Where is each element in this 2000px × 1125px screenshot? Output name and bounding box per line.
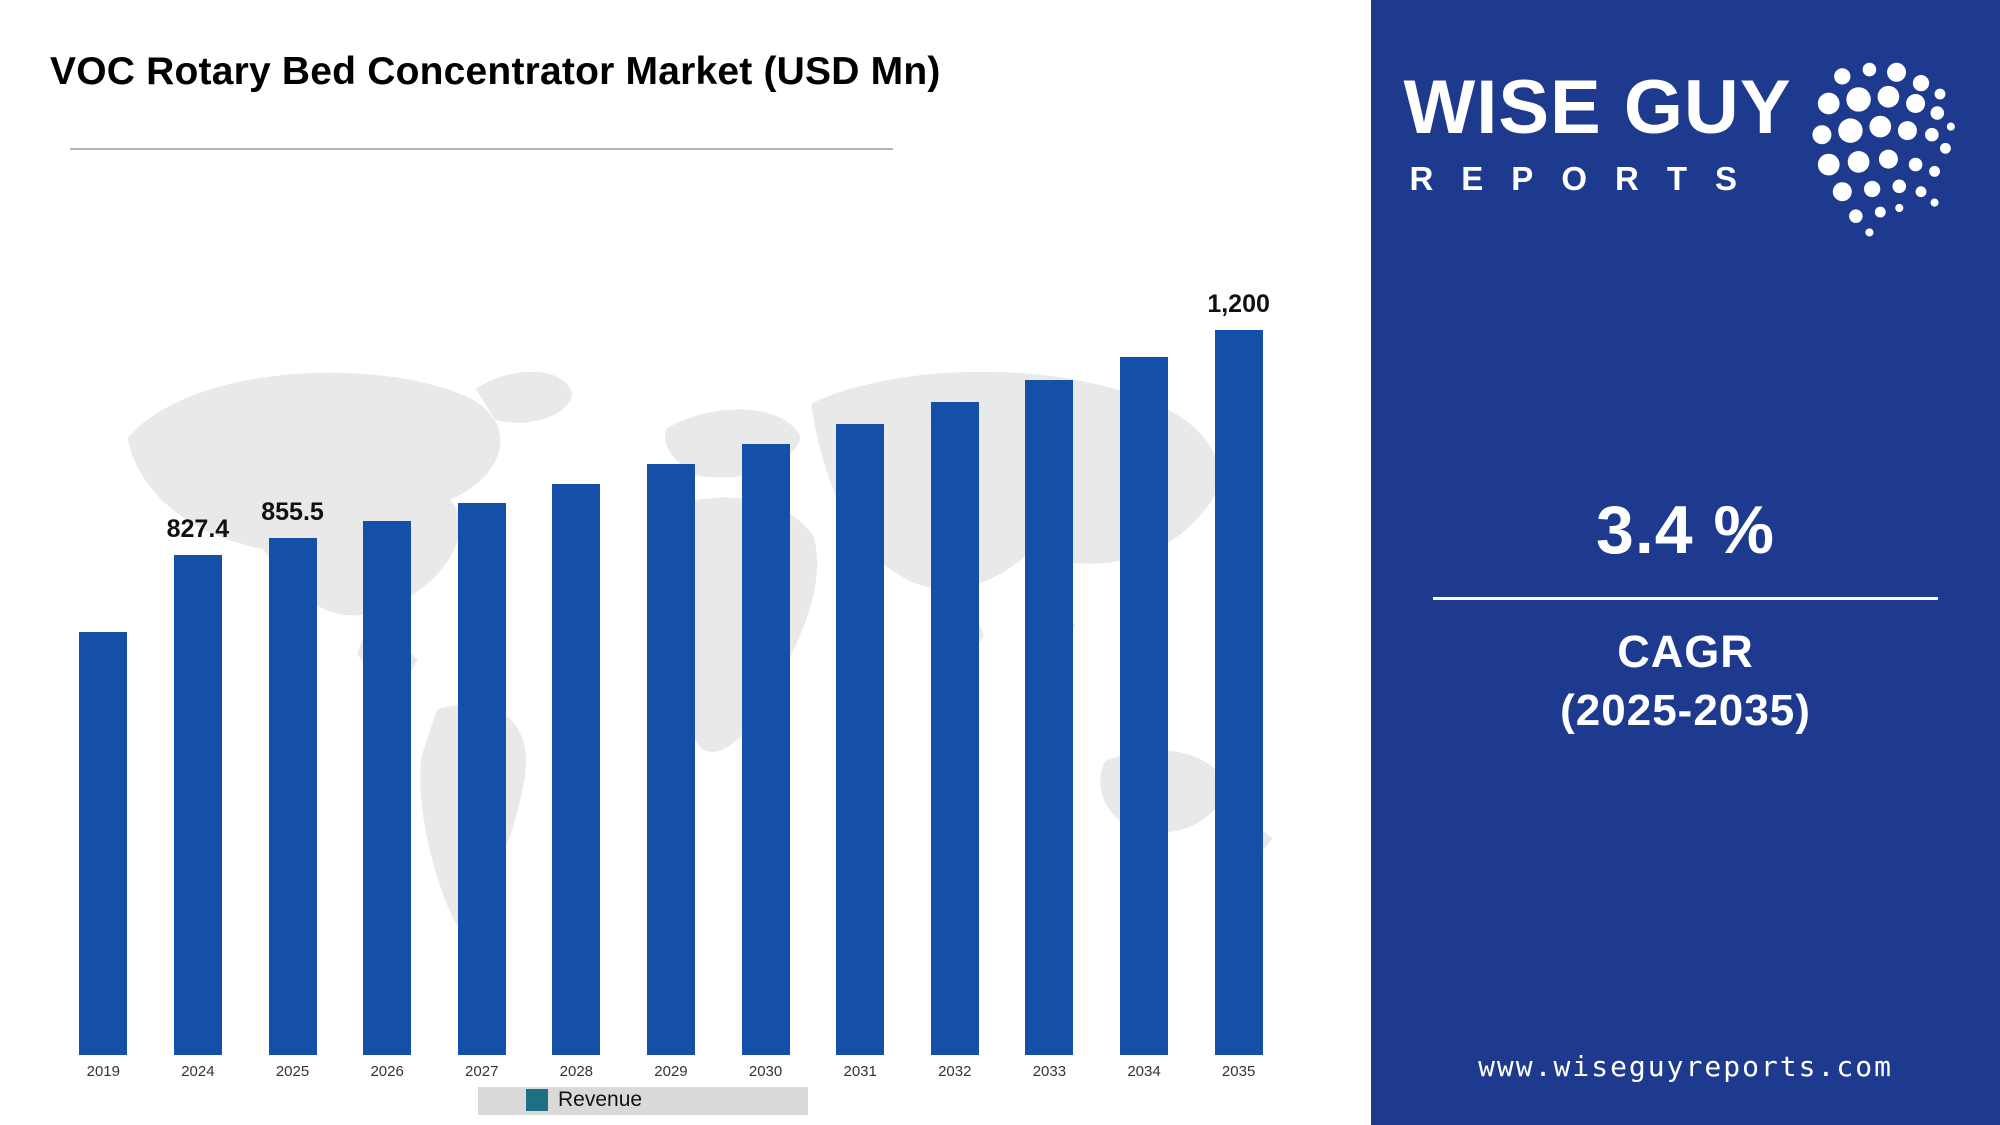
bar-value-label: 827.4 — [166, 515, 230, 544]
website-url[interactable]: www.wiseguyreports.com — [1478, 1050, 1893, 1083]
bar-column: 1,200 — [1191, 290, 1286, 1055]
cagr-divider-line — [1433, 597, 1938, 600]
cagr-label: CAGR — [1617, 626, 1754, 677]
bar-2032[interactable] — [930, 402, 979, 1055]
x-axis-label: 2029 — [654, 1063, 688, 1080]
bar-column: 827.4 — [151, 300, 246, 1055]
bar-2033[interactable] — [1025, 379, 1074, 1055]
legend-swatch — [526, 1089, 548, 1111]
chart-title: VOC Rotary Bed Concentrator Market (USD … — [50, 50, 941, 93]
bar-chart: 827.4 855.5 1,200 2019 2024 2025 2026 2027 2028… — [56, 290, 1286, 1085]
chart-plot: 827.4 855.5 1,200 — [56, 290, 1286, 1055]
dotted-head-icon — [1811, 62, 1955, 237]
bar-2028[interactable] — [552, 483, 601, 1055]
bar-column — [907, 300, 1002, 1055]
x-axis-label: 2028 — [559, 1063, 594, 1080]
bar-2030[interactable] — [741, 444, 790, 1055]
bar-2031[interactable] — [836, 423, 885, 1055]
x-axis-label: 2025 — [275, 1063, 310, 1080]
chart-section: VOC Rotary Bed Concentrator Market (USD … — [50, 50, 1286, 1115]
bar-2025[interactable]: 855.5 — [261, 498, 324, 1055]
x-axis-label: 2033 — [1032, 1063, 1067, 1080]
x-axis-label: 2034 — [1127, 1063, 1161, 1080]
bar-2024[interactable]: 827.4 — [167, 515, 229, 1055]
bar-column: 855.5 — [245, 300, 340, 1055]
bar-2034[interactable] — [1120, 356, 1168, 1055]
x-axis-label: 2027 — [465, 1063, 499, 1080]
bar-column — [813, 300, 908, 1055]
x-axis-label: 2032 — [938, 1063, 972, 1080]
bar-column — [718, 300, 813, 1055]
chart-legend[interactable]: Revenue — [526, 1088, 642, 1112]
x-axis-label: 2026 — [370, 1063, 404, 1080]
bar-2029[interactable] — [646, 464, 695, 1055]
bar-column — [624, 300, 719, 1055]
wise-guy-reports-logo: WISE GUY REPORTS — [1403, 62, 1967, 246]
legend-label: Revenue — [558, 1088, 643, 1111]
x-axis-label: 2031 — [843, 1063, 877, 1080]
bar-value-label: 1,200 — [1207, 290, 1270, 319]
bar-column — [56, 300, 151, 1055]
chart-years: 2019 2024 2025 2026 2027 2028 2029 2030 2031 2032… — [56, 1055, 1286, 1085]
bar-column — [340, 300, 435, 1055]
logo-wordmark: WISE GUY — [1403, 65, 1792, 150]
cagr-block: 3.4 % CAGR (2025-2035) — [1371, 491, 2000, 736]
logo-subtitle: REPORTS — [1409, 160, 1765, 197]
cagr-value: 3.4 % — [1596, 492, 1775, 568]
x-axis-label: 2030 — [748, 1063, 783, 1080]
bar-2026[interactable] — [363, 520, 412, 1055]
bar-2027[interactable] — [457, 502, 506, 1055]
title-underline — [70, 148, 893, 150]
bar-column — [529, 300, 624, 1055]
logo-text: WISE GUY REPORTS — [1403, 70, 1791, 198]
bar-column — [1002, 300, 1097, 1055]
cagr-period: (2025-2035) — [1560, 686, 1811, 735]
x-axis-label: 2024 — [181, 1063, 215, 1080]
x-axis-label: 2035 — [1221, 1063, 1256, 1080]
bar-column — [434, 300, 529, 1055]
brand-panel: WISE GUY REPORTS — [1371, 0, 2000, 1125]
x-axis-label: 2019 — [86, 1063, 120, 1080]
bar-value-label: 855.5 — [261, 498, 324, 527]
bar-2019[interactable] — [79, 632, 128, 1055]
bar-2035[interactable]: 1,200 — [1207, 290, 1270, 1055]
bar-column — [1097, 300, 1192, 1055]
